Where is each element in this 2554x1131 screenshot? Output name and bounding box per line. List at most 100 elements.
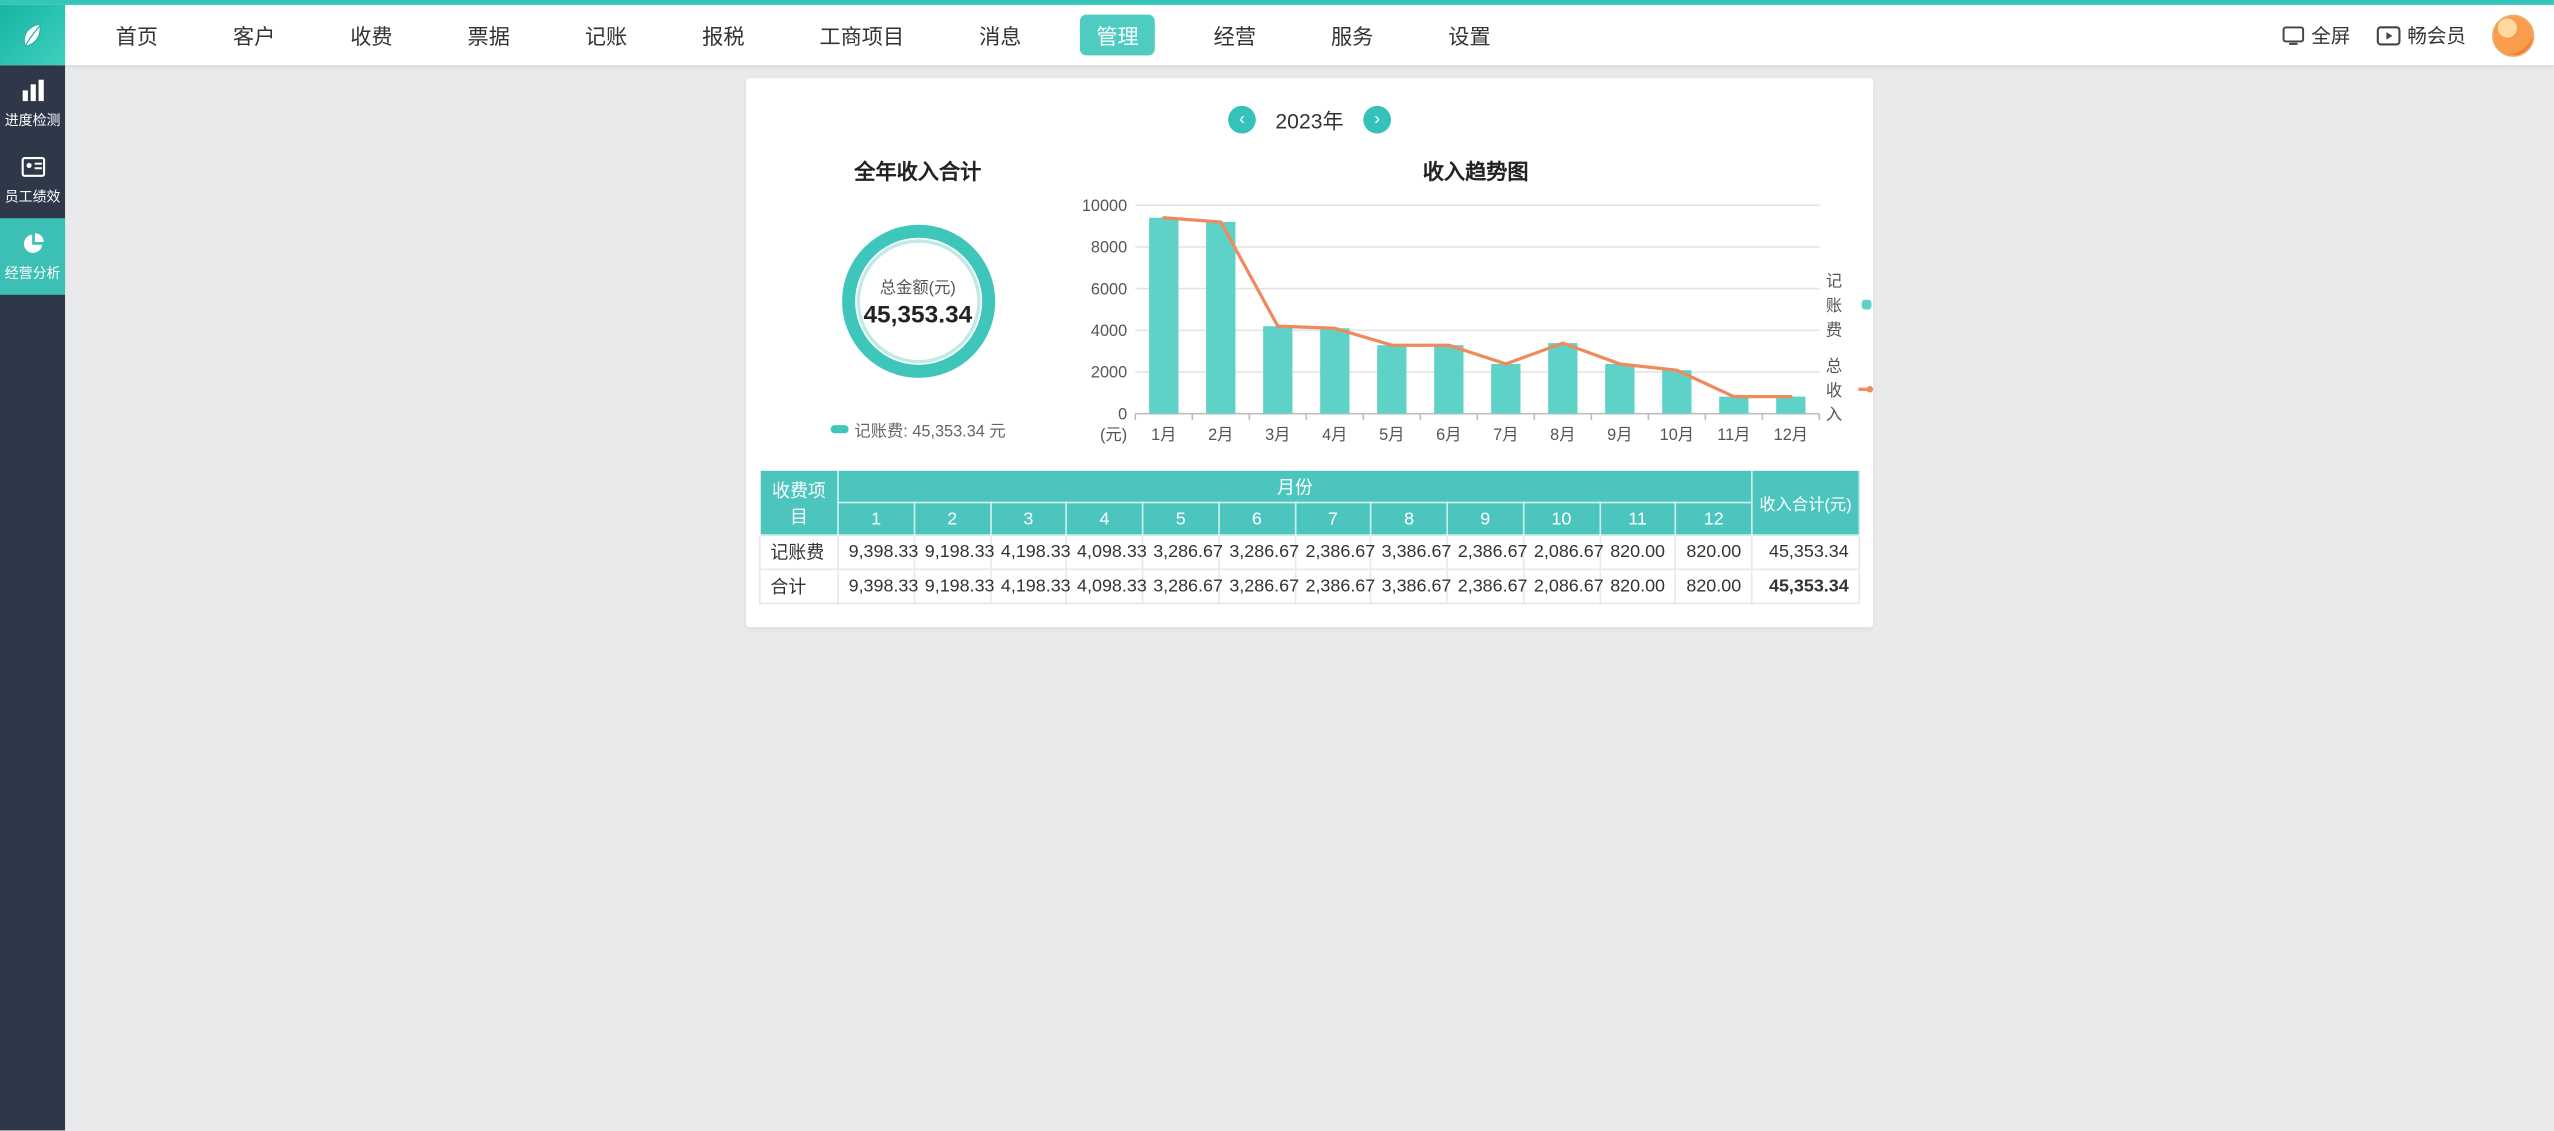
table-month-header: 2	[913, 501, 992, 536]
table-cell: 820.00	[1674, 534, 1753, 571]
nav-item-label: 记账	[584, 24, 628, 49]
nav-item-invoice[interactable]: 票据	[430, 5, 547, 65]
nav-item-label: 工商项目	[819, 24, 905, 49]
table-row-记账费: 记账费 9,398.33 9,198.33 4,198.33 4,098.33 3,286…	[759, 534, 1861, 571]
nav-item-label: 客户	[232, 24, 276, 49]
trend-chart-wrap: 0 2000 4000 6000 8000 10000 (元) 1月 2月 3月 4月 5月 6月 7月 8…	[1077, 192, 1875, 449]
table-row-label: 记账费	[759, 534, 839, 571]
nav-menu: 首页 客户 收费 票据 记账 报税 工商项目 消息 管理 经营 服务 设置	[78, 5, 1528, 65]
donut-value: 45,353.34	[863, 301, 973, 330]
next-year-button[interactable]: ›	[1363, 105, 1391, 134]
nav-item-charge[interactable]: 收费	[313, 5, 430, 65]
member-video-icon	[2376, 25, 2401, 45]
table-cell: 9,198.33	[913, 534, 995, 571]
table-cell: 3,386.67	[1370, 534, 1451, 571]
table-row-合计: 合计 9,398.33 9,198.33 4,198.33 4,098.33 3,286.…	[759, 568, 1861, 605]
table-month-header-row: 1 2 3 4 5 6 7 8 9 10 11 12	[760, 501, 1859, 536]
table-cell: 3,386.67	[1370, 568, 1451, 605]
sidebar-item-business-analysis[interactable]: 经营分析	[0, 218, 66, 295]
nav-item-label: 设置	[1448, 24, 1491, 49]
nav-item-label: 经营	[1213, 24, 1257, 49]
legend-item-总收入[interactable]: 总收入	[1826, 352, 1874, 425]
prev-year-button[interactable]: ‹	[1228, 105, 1256, 134]
donut-legend-text: 记账费: 45,353.34 元	[854, 423, 1006, 442]
svg-text:7月: 7月	[1493, 426, 1518, 444]
svg-text:6000: 6000	[1091, 280, 1127, 298]
top-navbar: 首页 客户 收费 票据 记账 报税 工商项目 消息 管理 经营 服务 设置 全屏 畅会员	[0, 0, 2554, 66]
nav-item-message[interactable]: 消息	[942, 5, 1059, 65]
bar-chart-icon	[20, 78, 44, 102]
svg-text:6月: 6月	[1436, 426, 1461, 444]
table-month-group-header: 月份	[837, 469, 1753, 504]
trend-chart-title: 收入趋势图	[1422, 159, 1529, 185]
nav-item-business-project[interactable]: 工商项目	[782, 5, 942, 65]
svg-text:1月: 1月	[1151, 426, 1176, 444]
avatar[interactable]	[2492, 13, 2535, 57]
nav-item-operate[interactable]: 经营	[1176, 5, 1293, 65]
sidebar-item-staff-performance[interactable]: 员工绩效	[0, 142, 65, 219]
table-cell: 9,198.33	[913, 568, 995, 605]
member-button[interactable]: 畅会员	[2376, 21, 2466, 49]
table-month-header: 7	[1294, 501, 1372, 536]
fullscreen-icon	[2282, 25, 2305, 45]
table-cell: 9,398.33	[837, 568, 918, 605]
table-row-label: 合计	[759, 568, 839, 605]
nav-item-label: 管理	[1080, 14, 1156, 56]
nav-item-label: 票据	[467, 24, 510, 49]
nav-item-label: 服务	[1330, 24, 1374, 49]
nav-item-customer[interactable]: 客户	[195, 5, 312, 65]
svg-text:10月: 10月	[1660, 426, 1694, 444]
table-month-header: 6	[1217, 501, 1296, 536]
svg-text:10000: 10000	[1082, 197, 1127, 215]
nav-item-settings[interactable]: 设置	[1411, 5, 1528, 65]
nav-item-home[interactable]: 首页	[78, 5, 195, 65]
chart-legend: 记账费 总收入	[1826, 192, 1875, 449]
year-navigation: ‹ 2023年 ›	[759, 91, 1860, 141]
table-month-header: 9	[1446, 501, 1525, 536]
badge-icon	[20, 155, 45, 179]
svg-text:12月: 12月	[1774, 426, 1808, 444]
table-month-header: 12	[1674, 501, 1753, 536]
table-cell: 2,386.67	[1294, 568, 1375, 605]
fullscreen-label: 全屏	[2311, 24, 2351, 48]
table-month-header: 3	[989, 501, 1068, 536]
table-cell: 820.00	[1598, 534, 1677, 571]
legend-bar-marker-icon	[1861, 298, 1872, 309]
fullscreen-button[interactable]: 全屏	[2282, 21, 2350, 49]
nav-item-bookkeeping[interactable]: 记账	[547, 5, 664, 65]
table-month-header: 1	[837, 501, 915, 536]
app-logo[interactable]	[0, 4, 66, 66]
table-cell: 4,198.33	[989, 568, 1071, 605]
sidebar-item-progress-check[interactable]: 进度检测	[0, 65, 65, 142]
sidebar-item-label: 员工绩效	[4, 189, 61, 205]
sidebar-item-label: 进度检测	[4, 112, 61, 129]
legend-item-记账费[interactable]: 记账费	[1826, 267, 1872, 340]
table-month-header: 11	[1598, 501, 1677, 536]
table-cell: 2,386.67	[1294, 534, 1375, 571]
nav-item-tax-report[interactable]: 报税	[665, 5, 782, 65]
income-table: 收费项目 月份 收入合计(元) 1 2 3 4 5 6 7 8 9 10 11 12 记账费 9,398…	[759, 469, 1861, 605]
charts-row: 全年收入合计 总金额(元) 45,353.34 记账费: 45,353.34 元…	[759, 145, 1874, 450]
trend-chart: 0 2000 4000 6000 8000 10000 (元) 1月 2月 3月 4月 5月 6月 7月 8…	[1077, 192, 1826, 449]
leaf-logo-icon	[23, 22, 41, 47]
nav-right: 全屏 畅会员	[2282, 13, 2554, 57]
total-amount-donut: 总金额(元) 45,353.34	[841, 224, 995, 378]
svg-text:11月: 11月	[1717, 426, 1750, 444]
table-cell: 2,086.67	[1522, 534, 1604, 571]
table-month-header: 8	[1370, 501, 1448, 536]
legend-label: 记账费	[1825, 273, 1843, 341]
table-cell: 820.00	[1598, 568, 1677, 605]
nav-item-service[interactable]: 服务	[1294, 5, 1411, 65]
analysis-card: ‹ 2023年 › 全年收入合计 总金额(元) 45,353.34 记账费: 4…	[745, 78, 1874, 628]
year-label: 2023年	[1275, 109, 1344, 134]
nav-item-manage[interactable]: 管理	[1059, 5, 1176, 65]
table-row-total: 45,353.34	[1750, 568, 1861, 605]
table-month-header: 10	[1522, 501, 1601, 536]
table-cell: 9,398.33	[837, 534, 918, 571]
donut-legend-marker	[830, 425, 848, 434]
nav-item-label: 消息	[979, 24, 1022, 49]
table-cell: 3,286.67	[1141, 534, 1223, 571]
table-cell: 820.00	[1674, 568, 1753, 605]
nav-item-label: 收费	[350, 24, 393, 49]
